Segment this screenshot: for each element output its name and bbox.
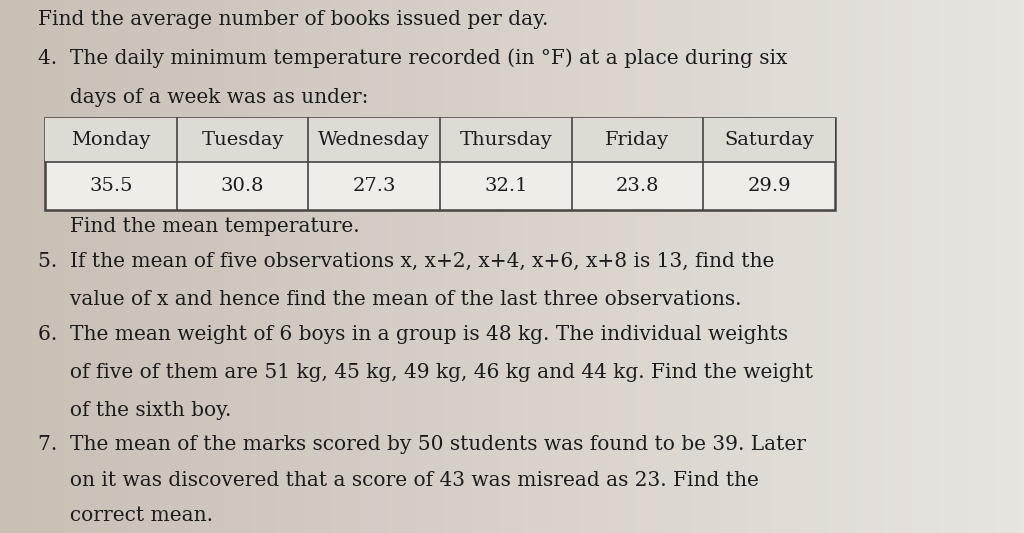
Text: Thursday: Thursday — [460, 131, 552, 149]
Text: value of x and hence find the mean of the last three observations.: value of x and hence find the mean of th… — [38, 290, 741, 309]
Text: 7.  The mean of the marks scored by 50 students was found to be 39. Later: 7. The mean of the marks scored by 50 st… — [38, 435, 806, 454]
Text: Find the mean temperature.: Find the mean temperature. — [38, 217, 359, 236]
Text: 23.8: 23.8 — [615, 177, 659, 195]
Text: Wednesday: Wednesday — [318, 131, 430, 149]
Text: 29.9: 29.9 — [748, 177, 791, 195]
Text: Saturday: Saturday — [724, 131, 814, 149]
Text: Find the average number of books issued per day.: Find the average number of books issued … — [38, 10, 549, 29]
Text: on it was discovered that a score of 43 was misread as 23. Find the: on it was discovered that a score of 43 … — [38, 471, 759, 490]
Text: Tuesday: Tuesday — [202, 131, 284, 149]
Text: 5.  If the mean of five observations x, x+2, x+4, x+6, x+8 is 13, find the: 5. If the mean of five observations x, x… — [38, 252, 774, 271]
Text: 30.8: 30.8 — [221, 177, 264, 195]
Text: 35.5: 35.5 — [89, 177, 132, 195]
Bar — [45, 118, 835, 162]
Text: of the sixth boy.: of the sixth boy. — [38, 401, 231, 420]
Text: 27.3: 27.3 — [352, 177, 396, 195]
Text: Monday: Monday — [71, 131, 151, 149]
Text: 32.1: 32.1 — [484, 177, 527, 195]
Text: 6.  The mean weight of 6 boys in a group is 48 kg. The individual weights: 6. The mean weight of 6 boys in a group … — [38, 325, 788, 344]
Text: correct mean.: correct mean. — [38, 506, 213, 525]
Bar — [45, 118, 835, 210]
Text: Friday: Friday — [605, 131, 670, 149]
Text: days of a week was as under:: days of a week was as under: — [38, 88, 369, 107]
Text: 4.  The daily minimum temperature recorded (in °F) at a place during six: 4. The daily minimum temperature recorde… — [38, 48, 787, 68]
Text: of five of them are 51 kg, 45 kg, 49 kg, 46 kg and 44 kg. Find the weight: of five of them are 51 kg, 45 kg, 49 kg,… — [38, 363, 813, 382]
